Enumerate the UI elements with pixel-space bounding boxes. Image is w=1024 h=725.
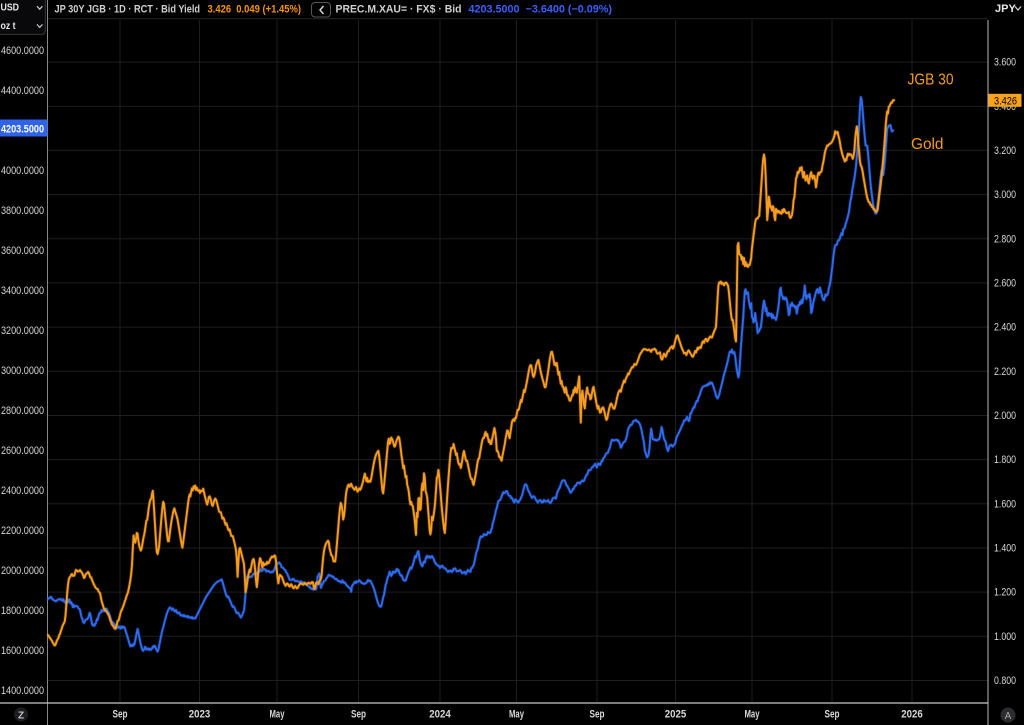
svg-text:2.400: 2.400 (994, 322, 1016, 334)
svg-text:3600.0000: 3600.0000 (1, 245, 44, 257)
svg-text:3000.0000: 3000.0000 (1, 365, 44, 377)
svg-text:1800.0000: 1800.0000 (1, 605, 44, 617)
svg-text:2200.0000: 2200.0000 (1, 525, 44, 537)
svg-text:3400.0000: 3400.0000 (1, 285, 44, 297)
svg-text:3800.0000: 3800.0000 (1, 205, 44, 217)
svg-text:1600.0000: 1600.0000 (1, 645, 44, 657)
svg-text:JGB 30: JGB 30 (908, 72, 954, 89)
svg-text:1400.0000: 1400.0000 (1, 685, 44, 697)
svg-text:1.600: 1.600 (994, 498, 1016, 510)
svg-text:Sep: Sep (825, 709, 840, 721)
svg-text:2025: 2025 (665, 709, 687, 721)
svg-text:Sep: Sep (590, 709, 605, 721)
svg-text:USD: USD (1, 2, 20, 14)
svg-text:2024: 2024 (429, 709, 451, 721)
svg-text:1.400: 1.400 (994, 543, 1016, 555)
svg-text:2.000: 2.000 (994, 410, 1016, 422)
svg-text:Z: Z (18, 710, 24, 721)
svg-text:May: May (745, 709, 761, 721)
svg-text:May: May (270, 709, 286, 721)
svg-text:0.800: 0.800 (994, 675, 1016, 687)
svg-text:4203.5000: 4203.5000 (1, 124, 44, 136)
svg-text:2023: 2023 (189, 709, 211, 721)
svg-text:3.600: 3.600 (994, 57, 1016, 69)
svg-text:A: A (1005, 711, 1012, 722)
svg-text:2400.0000: 2400.0000 (1, 485, 44, 497)
svg-text:2.600: 2.600 (994, 278, 1016, 290)
svg-text:Sep: Sep (351, 709, 366, 721)
svg-text:3.426 0.049 (+1.45%): 3.426 0.049 (+1.45%) (208, 4, 302, 16)
svg-text:May: May (509, 709, 525, 721)
svg-text:3.200: 3.200 (994, 145, 1016, 157)
svg-text:2026: 2026 (901, 709, 923, 721)
svg-text:2000.0000: 2000.0000 (1, 565, 44, 577)
svg-text:4600.0000: 4600.0000 (1, 45, 44, 57)
svg-text:JP 30Y JGB · 1D · RCT · Bid Yi: JP 30Y JGB · 1D · RCT · Bid Yield (55, 4, 201, 16)
svg-text:1.800: 1.800 (994, 454, 1016, 466)
svg-text:JPY: JPY (995, 3, 1016, 15)
svg-text:2.800: 2.800 (994, 233, 1016, 245)
svg-text:3.000: 3.000 (994, 189, 1016, 201)
svg-text:4000.0000: 4000.0000 (1, 165, 44, 177)
svg-text:4400.0000: 4400.0000 (1, 85, 44, 97)
svg-text:3.426: 3.426 (994, 95, 1017, 107)
svg-text:1.200: 1.200 (994, 587, 1016, 599)
svg-text:2.200: 2.200 (994, 366, 1016, 378)
svg-text:2600.0000: 2600.0000 (1, 445, 44, 457)
svg-text:Sep: Sep (113, 709, 128, 721)
svg-text:2800.0000: 2800.0000 (1, 405, 44, 417)
svg-text:1.000: 1.000 (994, 631, 1016, 643)
svg-text:3200.0000: 3200.0000 (1, 325, 44, 337)
svg-text:oz t: oz t (1, 20, 16, 32)
svg-text:PREC.M.XAU= · FX$ · Bid: PREC.M.XAU= · FX$ · Bid (336, 4, 462, 16)
svg-text:4203.5000 −3.6400 (−0.09%): 4203.5000 −3.6400 (−0.09%) (469, 4, 613, 16)
svg-text:Gold: Gold (911, 136, 944, 153)
